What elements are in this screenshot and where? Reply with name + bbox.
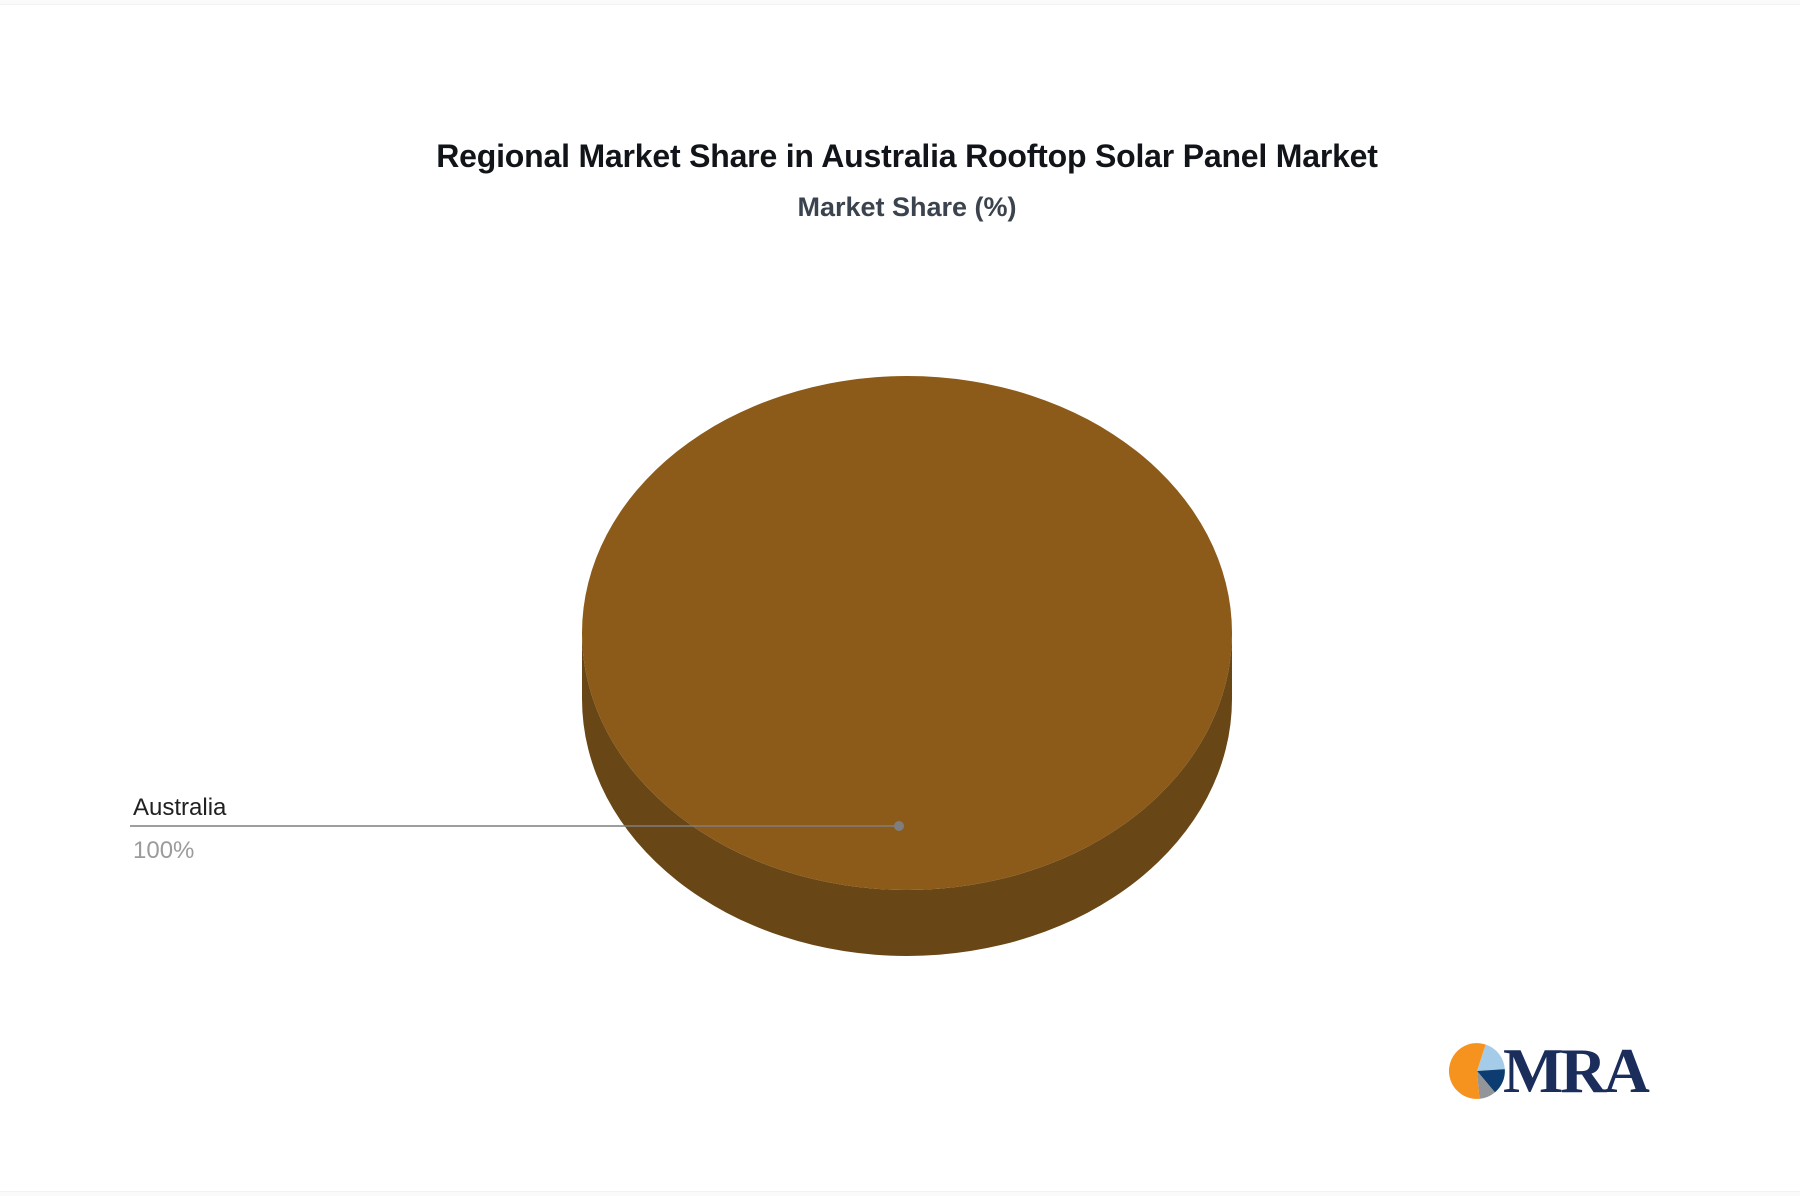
logo-slice-orange [1448,1043,1486,1099]
logo-slice-lightblue [1477,1044,1505,1071]
pie-slice-side-australia [582,633,1232,956]
logo-slice-navy [1477,1069,1505,1093]
top-edge-strip [0,0,1800,5]
callout-connector-dot [894,821,904,831]
mra-logo-pie-icon [1448,1043,1505,1099]
bottom-edge-strip [0,1191,1800,1196]
slice-label-australia: Australia [133,794,227,821]
pie-slice-australia[interactable] [582,376,1232,890]
mra-logo[interactable]: MRA [1448,1035,1650,1106]
chart-title: Regional Market Share in Australia Rooft… [436,138,1378,174]
chart-subtitle: Market Share (%) [797,192,1017,222]
logo-slice-gray [1477,1071,1495,1099]
slice-value-australia: 100% [133,837,195,864]
mra-logo-text: MRA [1503,1035,1650,1106]
